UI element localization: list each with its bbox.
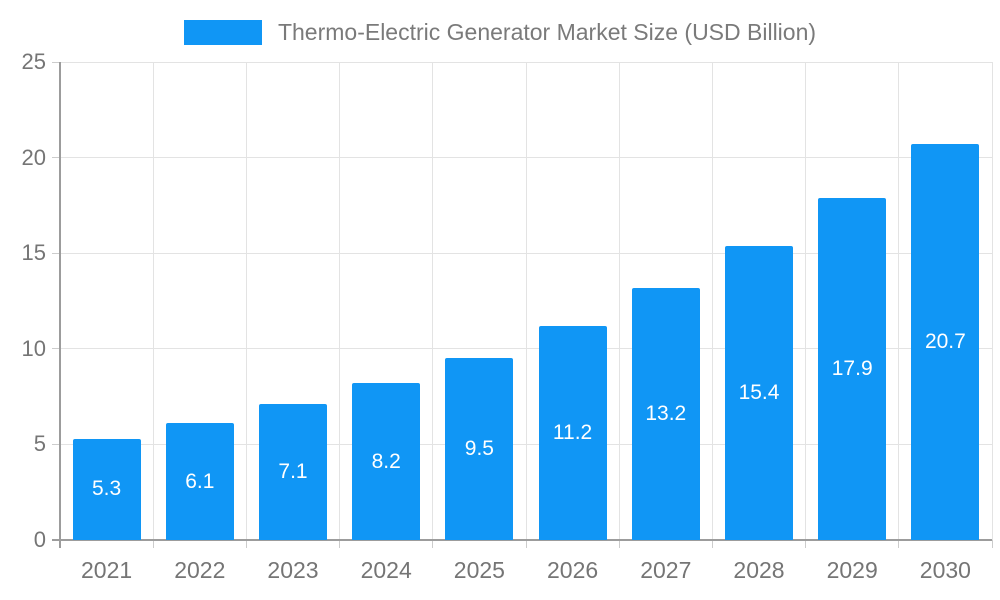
bar: 11.2 [538,325,607,540]
bar-value-label: 15.4 [738,380,780,404]
bar: 5.3 [72,438,141,540]
x-axis-label: 2021 [81,557,133,583]
bar-value-label: 20.7 [924,330,966,354]
y-tick [52,61,60,63]
x-tick [898,540,900,548]
x-gridline [245,62,247,540]
legend-swatch [183,19,262,45]
x-gridline [991,62,993,540]
x-tick [525,540,527,548]
y-tick [52,252,60,254]
y-axis-label: 25 [21,49,46,74]
x-gridline [805,62,807,540]
y-axis-line [59,62,61,548]
bar-value-label: 11.2 [552,420,593,444]
x-axis-label: 2027 [640,557,692,583]
x-axis-label: 2028 [733,557,785,583]
bar: 9.5 [445,358,514,540]
legend-label: Thermo-Electric Generator Market Size (U… [277,18,817,45]
x-tick [245,540,247,548]
x-axis-label: 2026 [547,557,599,583]
x-axis-label: 2024 [360,557,412,583]
x-tick [618,540,620,548]
x-axis-line [52,539,992,541]
x-tick [805,540,807,548]
bar: 17.9 [818,197,887,540]
bar-value-label: 17.9 [831,356,873,380]
bar-value-label: 7.1 [278,460,308,484]
x-axis-label: 2025 [453,557,505,583]
bar: 8.2 [352,383,421,540]
x-axis-label: 2023 [267,557,319,583]
y-axis-label: 15 [21,240,46,266]
x-axis-label: 2022 [174,557,226,583]
bar-value-label: 6.1 [185,469,215,493]
bar-value-label: 9.5 [464,437,494,461]
x-tick [152,540,154,548]
bar-value-label: 5.3 [91,477,122,501]
x-gridline [432,62,434,540]
x-gridline [339,62,341,540]
chart-legend: Thermo-Electric Generator Market Size (U… [0,18,1000,46]
bar: 6.1 [165,423,234,540]
x-tick [711,540,713,548]
y-axis-label: 5 [33,431,46,457]
x-tick [432,540,434,548]
bar: 7.1 [259,404,327,540]
y-axis-label: 10 [21,335,46,361]
y-tick [52,443,60,445]
bar: 20.7 [911,144,980,540]
x-gridline [711,62,713,540]
x-gridline [618,62,620,540]
x-tick [991,540,993,548]
x-axis-label: 2029 [826,557,878,583]
bar: 13.2 [631,287,700,540]
x-tick [339,540,341,548]
y-tick [52,157,60,159]
x-gridline [525,62,527,540]
x-gridline [152,62,154,540]
y-axis-label: 20 [21,144,46,170]
y-axis-label: 0 [33,527,46,552]
x-axis-label: 2030 [919,557,971,583]
bar-value-label: 13.2 [645,401,687,425]
x-gridline [898,62,900,540]
y-tick [52,348,60,350]
bar-value-label: 8.2 [371,449,401,473]
bar: 15.4 [725,245,793,540]
